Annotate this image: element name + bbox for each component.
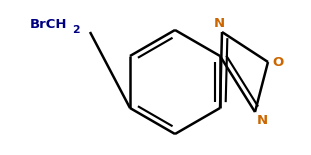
Text: 2: 2 [72, 25, 80, 35]
Text: O: O [272, 55, 283, 69]
Text: N: N [257, 114, 268, 127]
Text: BrCH: BrCH [30, 18, 67, 31]
Text: N: N [213, 17, 225, 30]
